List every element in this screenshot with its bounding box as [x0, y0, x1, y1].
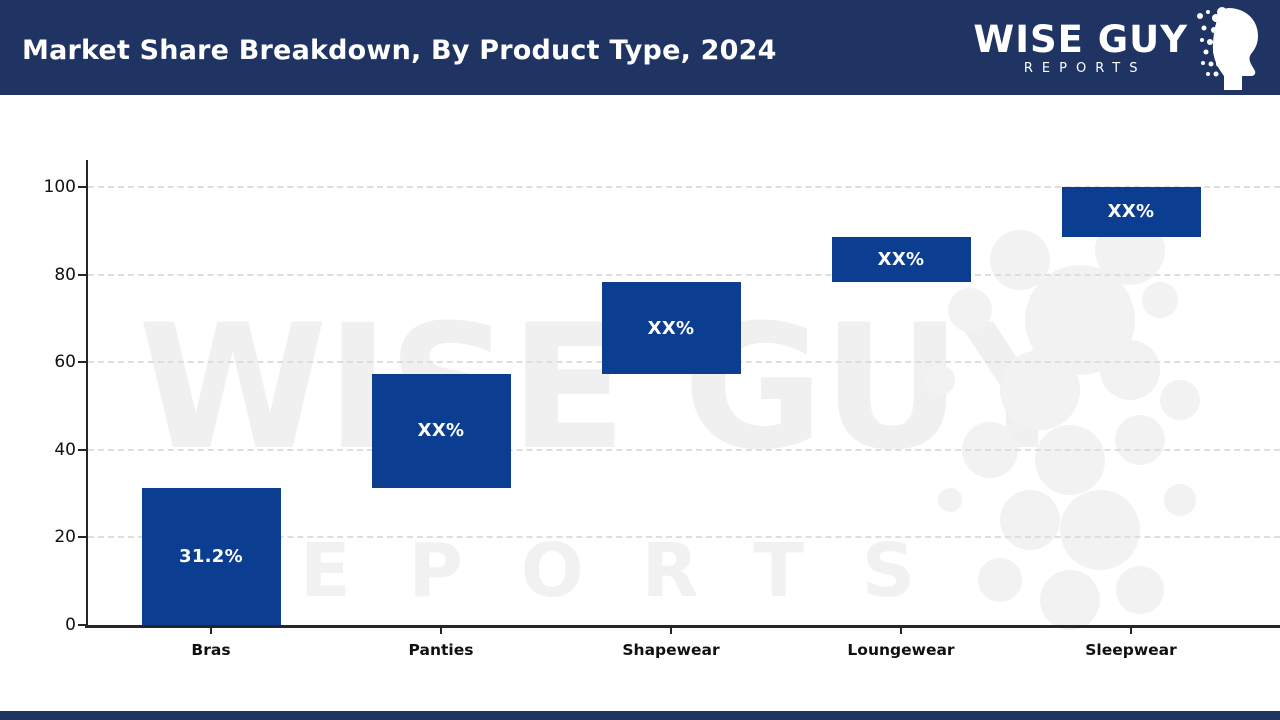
bar-value-label: XX%: [877, 249, 925, 271]
logo-subtext: REPORTS: [1023, 60, 1147, 76]
y-tick-100: [78, 186, 86, 188]
watermark-head-dots-icon: [925, 215, 1200, 630]
brand-logo: WISE GUY REPORTS: [973, 6, 1266, 90]
bar-shapewear: XX%: [601, 282, 741, 374]
y-tick-20: [78, 536, 86, 539]
gridline-80: [88, 273, 1280, 276]
category-label-shapewear: Shapewear: [622, 641, 720, 659]
x-tick-4: [1130, 627, 1132, 634]
category-label-sleepwear: Sleepwear: [1085, 641, 1177, 659]
logo-wordmark: WISE GUY: [973, 17, 1188, 61]
x-tick-1: [440, 627, 442, 634]
y-tick-80: [78, 273, 86, 276]
header-bar: Market Share Breakdown, By Product Type,…: [0, 0, 1280, 95]
y-tick-60: [78, 361, 86, 364]
brand-logo-text: WISE GUY REPORTS: [973, 21, 1188, 76]
bar-value-label: XX%: [1107, 201, 1155, 223]
category-label-panties: Panties: [408, 641, 474, 659]
y-tick-label-100: 100: [43, 177, 76, 197]
x-axis-line: [85, 625, 1280, 628]
category-label-loungewear: Loungewear: [847, 641, 955, 659]
y-tick-0: [78, 624, 86, 626]
bar-value-label: XX%: [417, 420, 465, 442]
bar-bras: 31.2%: [141, 488, 281, 625]
y-tick-label-40: 40: [54, 439, 76, 460]
y-axis-line: [86, 160, 88, 627]
bar-value-label: 31.2%: [179, 546, 243, 568]
x-tick-3: [900, 627, 902, 634]
gridline-100: [88, 186, 1280, 188]
bar-loungewear: XX%: [831, 236, 971, 283]
x-tick-0: [210, 627, 212, 634]
footer-bar: [0, 711, 1280, 720]
gridline-40: [88, 448, 1280, 451]
bar-value-label: XX%: [647, 317, 695, 339]
logo-head-icon: [1197, 7, 1258, 90]
x-tick-2: [670, 627, 672, 634]
watermark-subtext: REPORTS: [185, 528, 974, 614]
y-tick-label-60: 60: [54, 352, 76, 373]
bar-sleepwear: XX%: [1061, 187, 1201, 237]
bar-panties: XX%: [371, 373, 511, 489]
category-label-bras: Bras: [191, 641, 231, 659]
y-tick-40: [78, 448, 86, 451]
y-tick-label-0: 0: [65, 615, 76, 635]
y-tick-label-20: 20: [54, 527, 76, 548]
page-title: Market Share Breakdown, By Product Type,…: [22, 35, 777, 66]
gridline-20: [88, 536, 1280, 539]
y-tick-label-80: 80: [54, 264, 76, 285]
